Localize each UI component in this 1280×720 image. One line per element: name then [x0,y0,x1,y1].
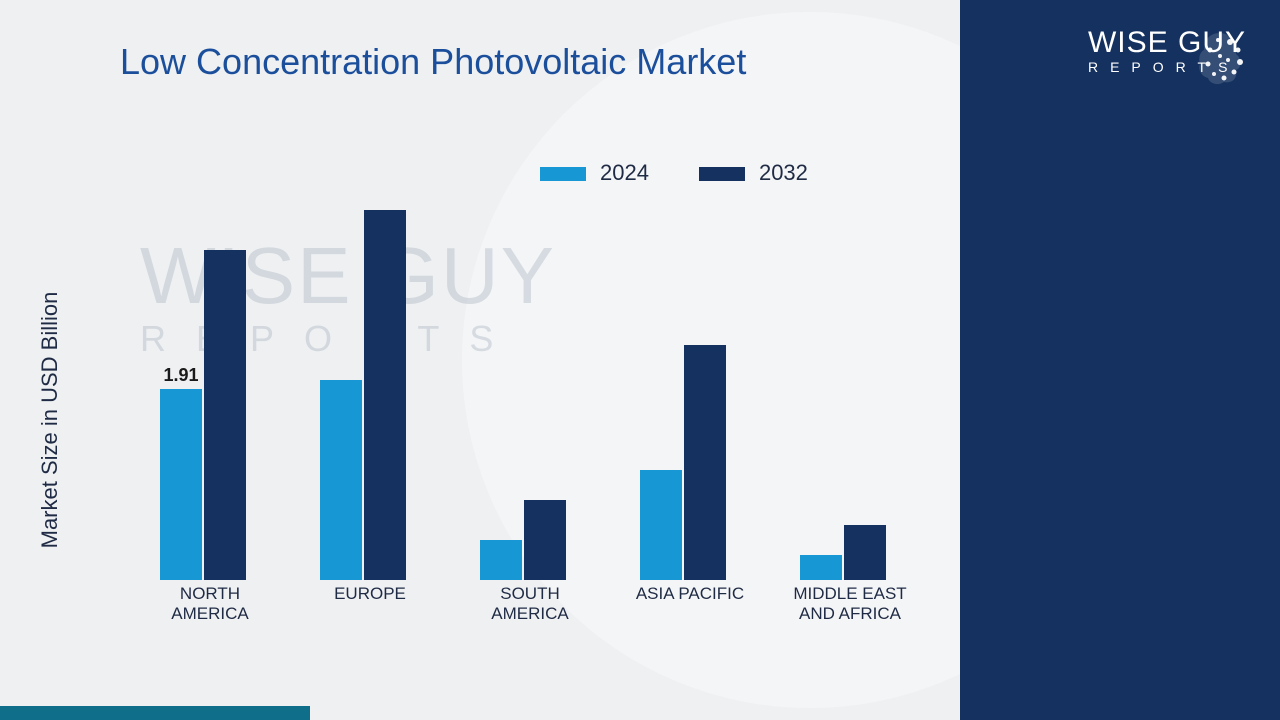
right-panel [960,0,1280,720]
bar-2032 [524,500,566,580]
chart: Market Size in USD Billion 2024 2032 1.9… [60,160,960,680]
bar-2024 [800,555,842,580]
bar-2024 [640,470,682,580]
brain-icon [1190,28,1250,88]
page-title: Low Concentration Photovoltaic Market [120,40,760,83]
x-label: ASIA PACIFIC [620,584,760,604]
value-label: 1.91 [163,365,198,386]
bar-2024 [320,380,362,580]
x-label: MIDDLE EAST AND AFRICA [780,584,920,623]
page: WISE GUY REPORTS Low Concentration Photo… [0,0,1280,720]
bottom-strip [0,706,310,720]
brand-logo: WISE GUY REPORTS [1088,28,1246,74]
bar-2032 [204,250,246,580]
bar-2032 [364,210,406,580]
bar-2032 [684,345,726,580]
bar-2024 [480,540,522,580]
plot-area: 1.91 [130,180,930,580]
x-label: NORTH AMERICA [140,584,280,623]
x-label: SOUTH AMERICA [460,584,600,623]
bar-2024 [160,389,202,580]
x-label: EUROPE [300,584,440,604]
bar-2032 [844,525,886,580]
y-axis-label: Market Size in USD Billion [37,292,63,549]
